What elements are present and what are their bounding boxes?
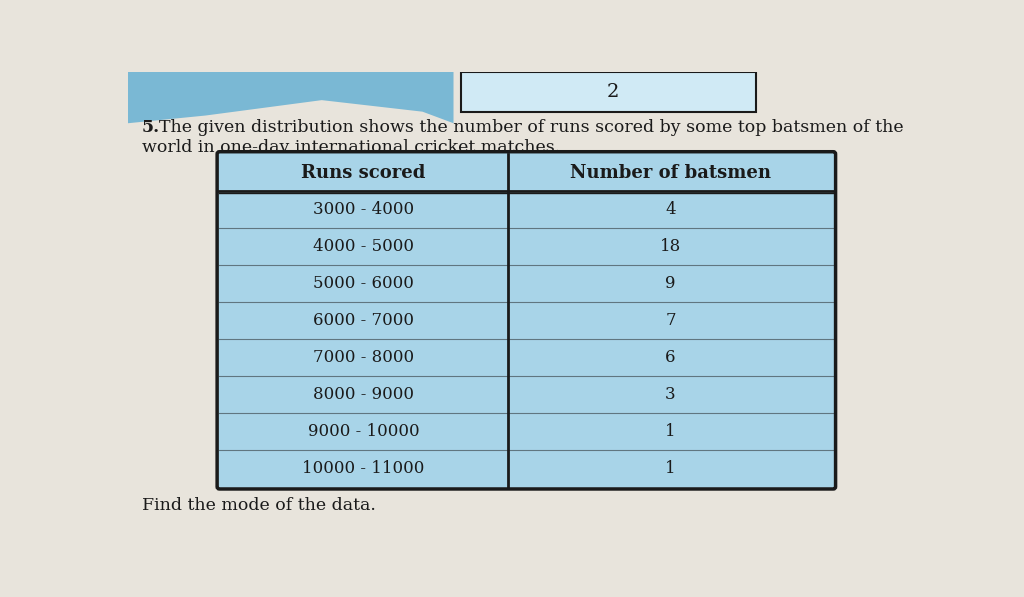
Polygon shape <box>128 72 454 123</box>
Text: Number of batsmen: Number of batsmen <box>570 164 771 181</box>
FancyBboxPatch shape <box>217 152 836 489</box>
Text: 3: 3 <box>666 386 676 403</box>
Text: 4: 4 <box>666 201 676 218</box>
Text: The given distribution shows the number of runs scored by some top batsmen of th: The given distribution shows the number … <box>159 119 903 136</box>
Text: 9: 9 <box>666 275 676 292</box>
Text: 10000 - 11000: 10000 - 11000 <box>302 460 425 476</box>
Text: 6: 6 <box>666 349 676 366</box>
Text: 7000 - 8000: 7000 - 8000 <box>313 349 414 366</box>
Text: 5000 - 6000: 5000 - 6000 <box>313 275 414 292</box>
Text: 18: 18 <box>659 238 681 255</box>
Text: Find the mode of the data.: Find the mode of the data. <box>142 497 376 515</box>
Text: 4000 - 5000: 4000 - 5000 <box>313 238 414 255</box>
Text: world in one-day international cricket matches.: world in one-day international cricket m… <box>142 139 560 156</box>
Text: 9000 - 10000: 9000 - 10000 <box>308 423 420 440</box>
FancyBboxPatch shape <box>219 154 834 192</box>
Text: 5.: 5. <box>142 119 160 136</box>
Text: 6000 - 7000: 6000 - 7000 <box>313 312 414 329</box>
FancyBboxPatch shape <box>461 72 756 112</box>
Text: 2: 2 <box>606 82 618 101</box>
Text: 7: 7 <box>666 312 676 329</box>
Text: 1: 1 <box>666 460 676 476</box>
Text: 3000 - 4000: 3000 - 4000 <box>313 201 414 218</box>
Text: Runs scored: Runs scored <box>301 164 426 181</box>
Text: 1: 1 <box>666 423 676 440</box>
Text: 8000 - 9000: 8000 - 9000 <box>313 386 414 403</box>
